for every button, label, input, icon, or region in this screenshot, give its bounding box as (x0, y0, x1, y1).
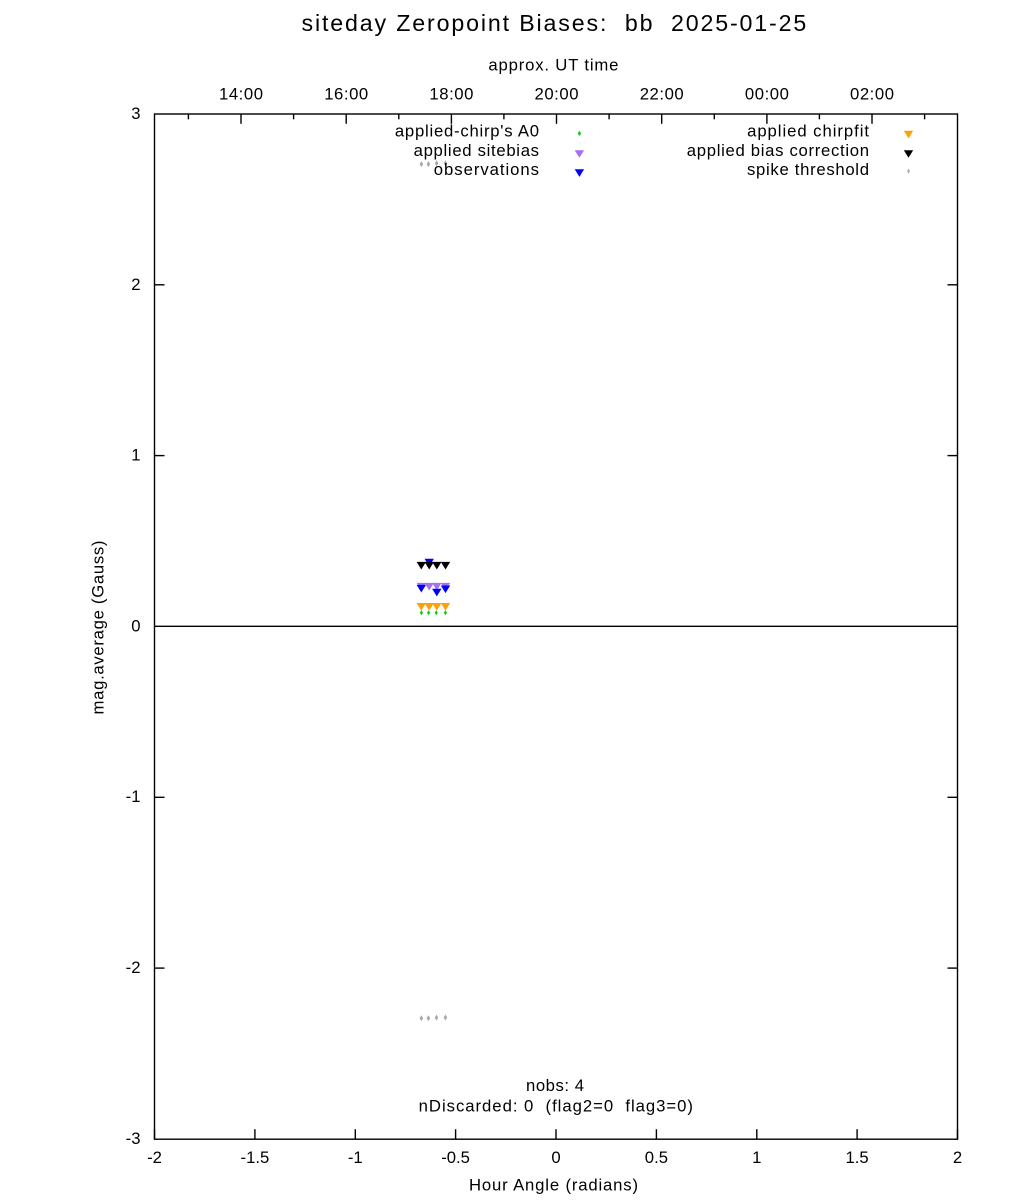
svg-text:16:00: 16:00 (324, 85, 368, 104)
svg-text:18:00: 18:00 (429, 85, 473, 104)
svg-text:0.5: 0.5 (645, 1148, 668, 1167)
svg-text:1.5: 1.5 (845, 1148, 868, 1167)
svg-text:1: 1 (131, 446, 140, 465)
svg-text:0: 0 (551, 1148, 560, 1167)
svg-text:2: 2 (953, 1148, 962, 1167)
svg-text:0: 0 (131, 616, 140, 635)
svg-text:spike threshold: spike threshold (747, 160, 869, 179)
svg-text:-2: -2 (126, 958, 141, 977)
svg-text:22:00: 22:00 (640, 85, 684, 104)
svg-text:Hour Angle (radians): Hour Angle (radians) (469, 1176, 638, 1195)
svg-text:-1: -1 (348, 1148, 363, 1167)
svg-text:nobs: 4: nobs: 4 (526, 1076, 584, 1095)
svg-text:mag.average (Gauss): mag.average (Gauss) (88, 541, 107, 715)
svg-text:14:00: 14:00 (219, 85, 263, 104)
svg-text:-1.5: -1.5 (241, 1148, 270, 1167)
svg-text:-1: -1 (126, 787, 141, 806)
svg-text:applied sitebias: applied sitebias (414, 141, 539, 160)
svg-text:-3: -3 (126, 1129, 141, 1148)
svg-text:observations: observations (434, 160, 539, 179)
svg-text:-0.5: -0.5 (441, 1148, 470, 1167)
svg-text:siteday Zeropoint Biases: bb: siteday Zeropoint Biases: bb 2025-01-25 (302, 10, 807, 36)
svg-text:approx. UT time: approx. UT time (488, 56, 618, 75)
svg-text:3: 3 (131, 104, 140, 123)
svg-text:00:00: 00:00 (745, 85, 789, 104)
svg-text:applied-chirp's A0: applied-chirp's A0 (395, 122, 539, 141)
svg-text:20:00: 20:00 (535, 85, 579, 104)
svg-text:2: 2 (131, 275, 140, 294)
svg-text:applied chirpfit: applied chirpfit (747, 122, 869, 141)
svg-text:02:00: 02:00 (850, 85, 894, 104)
svg-text:-2: -2 (147, 1148, 162, 1167)
svg-text:1: 1 (752, 1148, 761, 1167)
svg-text:applied bias correction: applied bias correction (687, 141, 869, 160)
svg-text:nDiscarded: 0 (flag2=0 flag3: nDiscarded: 0 (flag2=0 flag3=0) (419, 1096, 693, 1115)
